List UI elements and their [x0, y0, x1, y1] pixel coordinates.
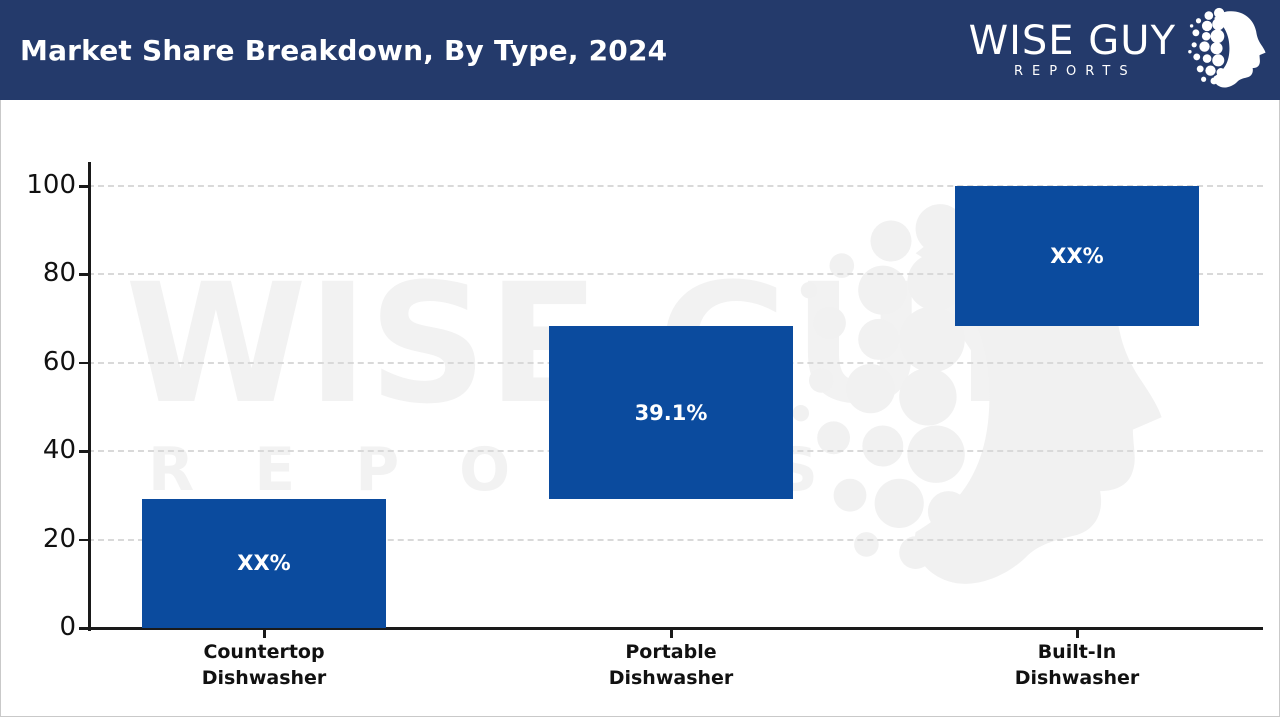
y-tick-mark — [79, 273, 88, 276]
header: Market Share Breakdown, By Type, 2024 WI… — [0, 0, 1280, 100]
y-tick-label: 100 — [26, 170, 76, 200]
y-tick-label: 20 — [42, 523, 76, 554]
x-axis-line — [88, 627, 1263, 630]
brand-logo: WISE GUY REPORTS — [969, 6, 1272, 94]
x-category-label: Portable Dishwasher — [608, 641, 734, 689]
y-tick-label: 80 — [42, 258, 76, 289]
x-tick-mark — [1076, 630, 1079, 638]
logo-wordmark: WISE GUY — [968, 18, 1176, 64]
y-tick-mark — [79, 185, 88, 188]
logo-text: WISE GUY REPORTS — [969, 21, 1176, 79]
bar-value-label: XX% — [237, 551, 291, 576]
x-tick-mark — [263, 630, 266, 638]
y-tick-mark — [79, 361, 88, 365]
bar-segment: 39.1% — [549, 326, 793, 499]
y-tick-label: 0 — [59, 612, 76, 642]
gridline-20 — [88, 538, 1263, 541]
y-axis-line — [88, 162, 91, 631]
logo-face-icon — [1188, 7, 1266, 88]
y-tick-label: 60 — [42, 346, 76, 377]
gridline-100 — [88, 185, 1263, 187]
x-category-label: Countertop Dishwasher — [201, 641, 327, 689]
y-tick-mark — [79, 627, 88, 630]
y-tick-label: 40 — [42, 435, 76, 466]
x-category-label: Built-In Dishwasher — [1014, 641, 1140, 689]
logo-subtitle: REPORTS — [1013, 64, 1137, 79]
x-tick-mark — [670, 630, 673, 638]
gridline-80 — [88, 273, 1263, 276]
y-tick-mark — [79, 538, 88, 542]
page-title: Market Share Breakdown, By Type, 2024 — [20, 33, 668, 67]
y-tick-mark — [79, 450, 88, 453]
bar-value-label: XX% — [1050, 244, 1104, 269]
bar-segment: XX% — [142, 498, 386, 628]
bar-segment: XX% — [955, 186, 1199, 327]
bar-value-label: 39.1% — [634, 400, 708, 425]
